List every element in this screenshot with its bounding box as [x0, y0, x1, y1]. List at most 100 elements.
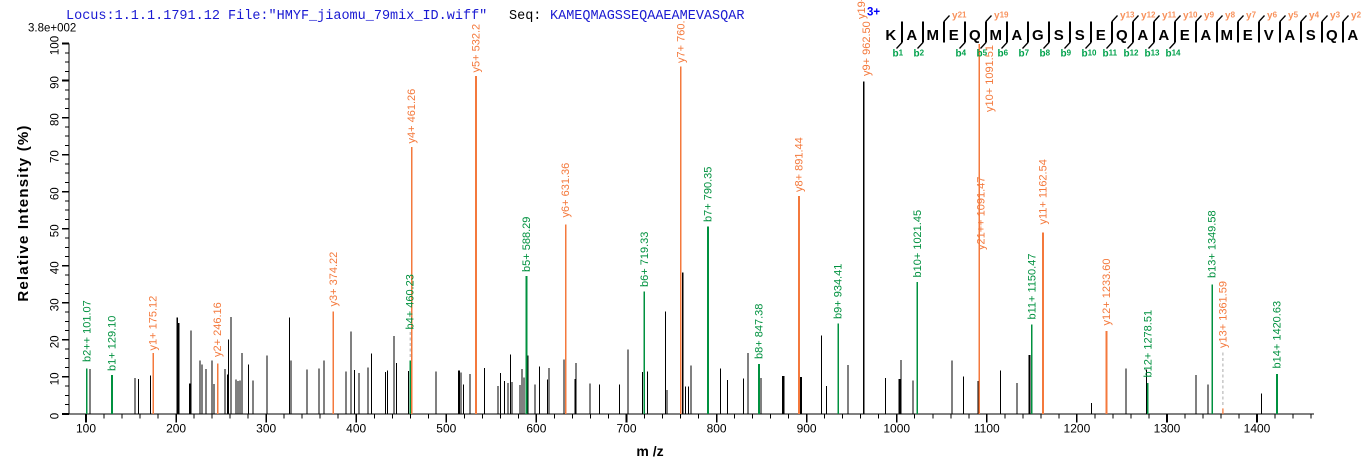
- svg-text:y13: y13: [1120, 11, 1135, 22]
- svg-text:y10+ 1091.51: y10+ 1091.51: [984, 45, 996, 112]
- svg-text:y6+ 631.36: y6+ 631.36: [560, 163, 572, 218]
- svg-text:y10: y10: [1183, 11, 1198, 22]
- svg-text:0: 0: [50, 413, 62, 419]
- svg-text:y12: y12: [1141, 11, 1156, 22]
- svg-text:y21++ 1091.47: y21++ 1091.47: [976, 177, 988, 250]
- svg-text:3.8e+002: 3.8e+002: [28, 23, 76, 35]
- svg-text:y2+ 246.16: y2+ 246.16: [212, 302, 224, 357]
- svg-text:y5+ 532.2: y5+ 532.2: [471, 24, 483, 73]
- svg-text:90: 90: [50, 76, 62, 89]
- svg-text:E: E: [949, 27, 959, 44]
- svg-text:b7+ 790.35: b7+ 790.35: [703, 167, 715, 222]
- svg-text:Seq:: Seq:: [509, 9, 541, 24]
- svg-text:S: S: [1306, 27, 1316, 44]
- svg-text:b13: b13: [1145, 49, 1161, 60]
- svg-text:G: G: [1032, 27, 1044, 44]
- svg-text:1200: 1200: [1064, 422, 1091, 436]
- svg-text:100: 100: [76, 422, 96, 436]
- svg-text:y13+ 1361.59: y13+ 1361.59: [1217, 281, 1229, 348]
- svg-text:E: E: [1096, 27, 1106, 44]
- svg-text:A: A: [1347, 27, 1358, 44]
- svg-text:Relative Intensity (%): Relative Intensity (%): [15, 124, 32, 301]
- svg-text:y8: y8: [1225, 11, 1236, 22]
- svg-text:y11: y11: [1162, 11, 1177, 22]
- svg-text:y21: y21: [952, 11, 967, 22]
- svg-text:b13+ 1349.58: b13+ 1349.58: [1207, 210, 1219, 278]
- svg-text:V: V: [1264, 27, 1274, 44]
- svg-text:y19+: y19+: [856, 0, 868, 19]
- svg-text:A: A: [1284, 27, 1295, 44]
- svg-text:b5+ 588.29: b5+ 588.29: [521, 217, 533, 272]
- svg-text:b14: b14: [1166, 49, 1182, 60]
- svg-text:200: 200: [166, 422, 186, 436]
- svg-text:S: S: [1054, 27, 1064, 44]
- svg-text:M: M: [927, 27, 940, 44]
- svg-text:m /z: m /z: [636, 443, 663, 459]
- svg-text:y7: y7: [1246, 11, 1257, 22]
- svg-text:80: 80: [50, 113, 62, 126]
- svg-text:y3+ 374.22: y3+ 374.22: [328, 252, 340, 307]
- svg-text:M: M: [1221, 27, 1234, 44]
- svg-text:y2: y2: [1351, 11, 1362, 22]
- svg-text:y5: y5: [1288, 11, 1299, 22]
- svg-text:1000: 1000: [883, 422, 910, 436]
- svg-text:b6+ 719.33: b6+ 719.33: [639, 232, 651, 287]
- svg-text:b9: b9: [1061, 49, 1072, 60]
- svg-text:700: 700: [616, 422, 636, 436]
- svg-text:30: 30: [50, 298, 62, 311]
- svg-text:400: 400: [346, 422, 366, 436]
- svg-text:b11: b11: [1103, 49, 1118, 60]
- svg-text:20: 20: [50, 336, 62, 349]
- svg-text:b12+ 1278.51: b12+ 1278.51: [1142, 310, 1154, 378]
- svg-text:A: A: [1158, 27, 1169, 44]
- svg-text:E: E: [1243, 27, 1253, 44]
- svg-text:E: E: [1180, 27, 1190, 44]
- svg-text:M: M: [990, 27, 1003, 44]
- svg-text:900: 900: [797, 422, 817, 436]
- svg-text:60: 60: [50, 187, 62, 200]
- svg-text:y1+ 175.12: y1+ 175.12: [148, 296, 160, 351]
- svg-text:y9: y9: [1204, 11, 1215, 22]
- svg-text:b4+ 460.23: b4+ 460.23: [405, 274, 417, 329]
- svg-text:Q: Q: [1116, 27, 1128, 44]
- svg-text:y8+ 891.44: y8+ 891.44: [794, 137, 806, 192]
- svg-text:b6: b6: [998, 49, 1009, 60]
- svg-text:50: 50: [50, 224, 62, 237]
- svg-text:b8+ 847.38: b8+ 847.38: [754, 304, 766, 359]
- svg-text:y11+ 1162.54: y11+ 1162.54: [1038, 159, 1050, 224]
- svg-text:y4: y4: [1309, 11, 1320, 22]
- svg-text:S: S: [1075, 27, 1085, 44]
- svg-text:b4: b4: [956, 49, 967, 60]
- svg-text:y12+ 1233.60: y12+ 1233.60: [1101, 259, 1113, 326]
- svg-text:b1: b1: [893, 49, 904, 60]
- svg-text:3+: 3+: [867, 7, 880, 19]
- svg-text:40: 40: [50, 261, 62, 274]
- svg-text:800: 800: [707, 422, 727, 436]
- svg-text:b5: b5: [977, 49, 988, 60]
- svg-text:b10: b10: [1082, 49, 1098, 60]
- svg-text:A: A: [1200, 27, 1211, 44]
- svg-text:70: 70: [50, 150, 62, 163]
- svg-text:300: 300: [256, 422, 276, 436]
- svg-text:100: 100: [50, 36, 62, 55]
- svg-text:y4+ 461.26: y4+ 461.26: [406, 89, 418, 144]
- svg-text:b8: b8: [1040, 49, 1051, 60]
- svg-text:b2: b2: [914, 49, 925, 60]
- svg-text:K: K: [885, 27, 896, 44]
- svg-text:b14+ 1420.63: b14+ 1420.63: [1272, 301, 1284, 369]
- svg-text:Q: Q: [1326, 27, 1338, 44]
- svg-text:y3: y3: [1330, 11, 1341, 22]
- svg-text:b1+ 129.10: b1+ 129.10: [107, 316, 119, 371]
- svg-text:y7+ 760.: y7+ 760.: [675, 20, 687, 63]
- svg-text:A: A: [1137, 27, 1148, 44]
- svg-text:1300: 1300: [1154, 422, 1181, 436]
- svg-text:A: A: [906, 27, 917, 44]
- svg-text:Locus:1.1.1.1791.12 File:"HMYF: Locus:1.1.1.1791.12 File:"HMYF_jiaomu_79…: [66, 9, 487, 24]
- svg-text:A: A: [1011, 27, 1022, 44]
- svg-text:500: 500: [436, 422, 456, 436]
- svg-text:b12: b12: [1124, 49, 1140, 60]
- svg-text:10: 10: [50, 373, 62, 386]
- svg-text:y19: y19: [994, 11, 1009, 22]
- svg-text:600: 600: [526, 422, 546, 436]
- svg-text:b2++ 101.07: b2++ 101.07: [81, 300, 93, 362]
